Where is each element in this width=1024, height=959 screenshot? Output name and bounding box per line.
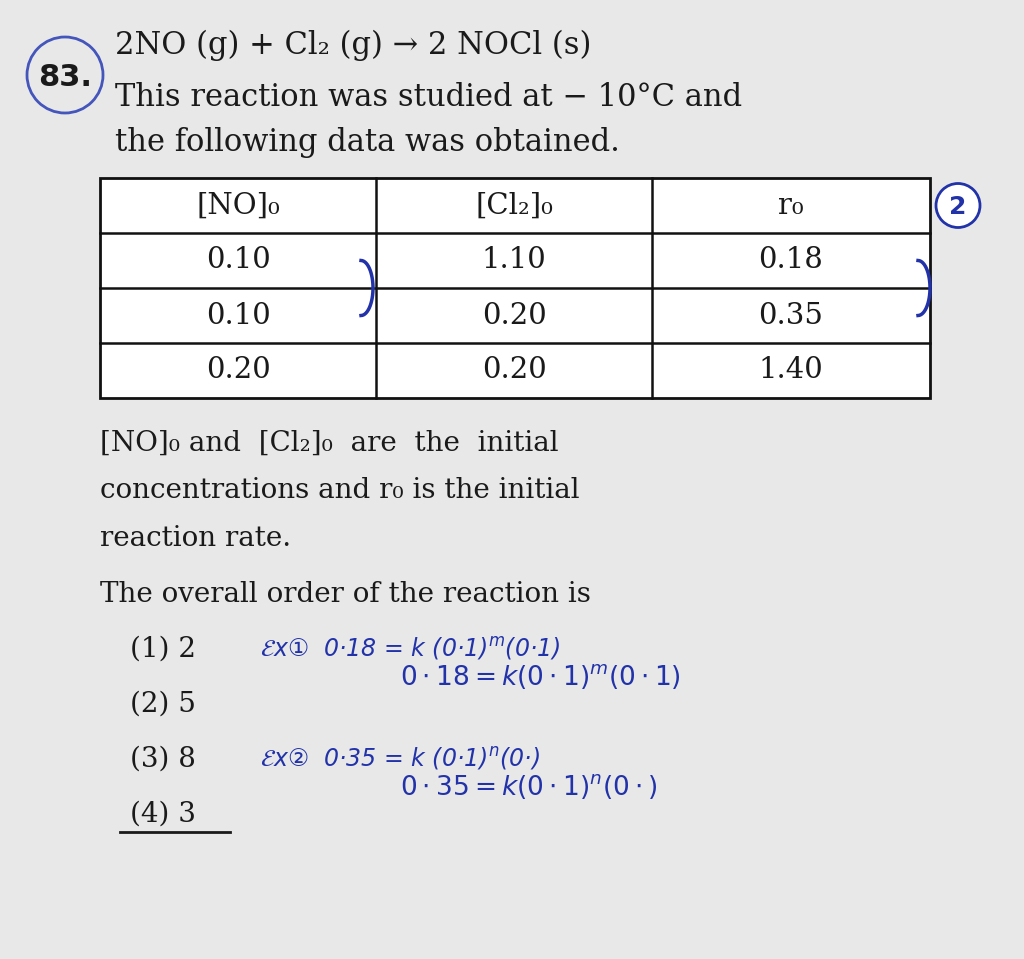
Text: 0.18: 0.18: [759, 246, 823, 274]
Text: [NO]₀ and  [Cl₂]₀  are  the  initial: [NO]₀ and [Cl₂]₀ are the initial: [100, 430, 559, 456]
Text: the following data was obtained.: the following data was obtained.: [115, 127, 620, 157]
Text: 83.: 83.: [38, 63, 92, 92]
Bar: [100, 178, 930, 398]
Text: 2: 2: [949, 196, 967, 220]
Text: $\mathcal{E}$x②  0·35 = k (0·1)$^n$(0·): $\mathcal{E}$x② 0·35 = k (0·1)$^n$(0·): [260, 745, 540, 773]
Text: 0.20: 0.20: [206, 357, 270, 385]
Circle shape: [936, 183, 980, 227]
Text: [Cl₂]₀: [Cl₂]₀: [475, 192, 553, 220]
Text: This reaction was studied at − 10°C and: This reaction was studied at − 10°C and: [115, 82, 742, 113]
Text: $\mathcal{E}$x①  0·18 = k (0·1)$^m$(0·1): $\mathcal{E}$x① 0·18 = k (0·1)$^m$(0·1): [260, 636, 560, 663]
Text: (1) 2: (1) 2: [130, 636, 196, 663]
Text: [NO]₀: [NO]₀: [197, 192, 280, 220]
Text: $0 \cdot 18 = k(0 \cdot 1)^m(0 \cdot 1)$: $0 \cdot 18 = k(0 \cdot 1)^m(0 \cdot 1)$: [400, 662, 681, 691]
Text: reaction rate.: reaction rate.: [100, 526, 291, 552]
Text: 0.10: 0.10: [206, 301, 270, 330]
Text: 0.10: 0.10: [206, 246, 270, 274]
Text: 1.10: 1.10: [481, 246, 547, 274]
Text: 2NO (g) + Cl₂ (g) → 2 NOCl (s): 2NO (g) + Cl₂ (g) → 2 NOCl (s): [115, 30, 592, 60]
Text: r₀: r₀: [778, 192, 804, 220]
Text: (3) 8: (3) 8: [130, 745, 196, 773]
Text: 0.20: 0.20: [481, 301, 547, 330]
Text: 0.20: 0.20: [481, 357, 547, 385]
Text: concentrations and r₀ is the initial: concentrations and r₀ is the initial: [100, 478, 580, 504]
Text: (2) 5: (2) 5: [130, 690, 196, 717]
Text: The overall order of the reaction is: The overall order of the reaction is: [100, 580, 591, 607]
Text: 1.40: 1.40: [759, 357, 823, 385]
Text: (4) 3: (4) 3: [130, 801, 196, 828]
Text: $0 \cdot 35 = k(0 \cdot 1)^n(0 \cdot)$: $0 \cdot 35 = k(0 \cdot 1)^n(0 \cdot)$: [400, 772, 657, 801]
Text: 0.35: 0.35: [759, 301, 823, 330]
